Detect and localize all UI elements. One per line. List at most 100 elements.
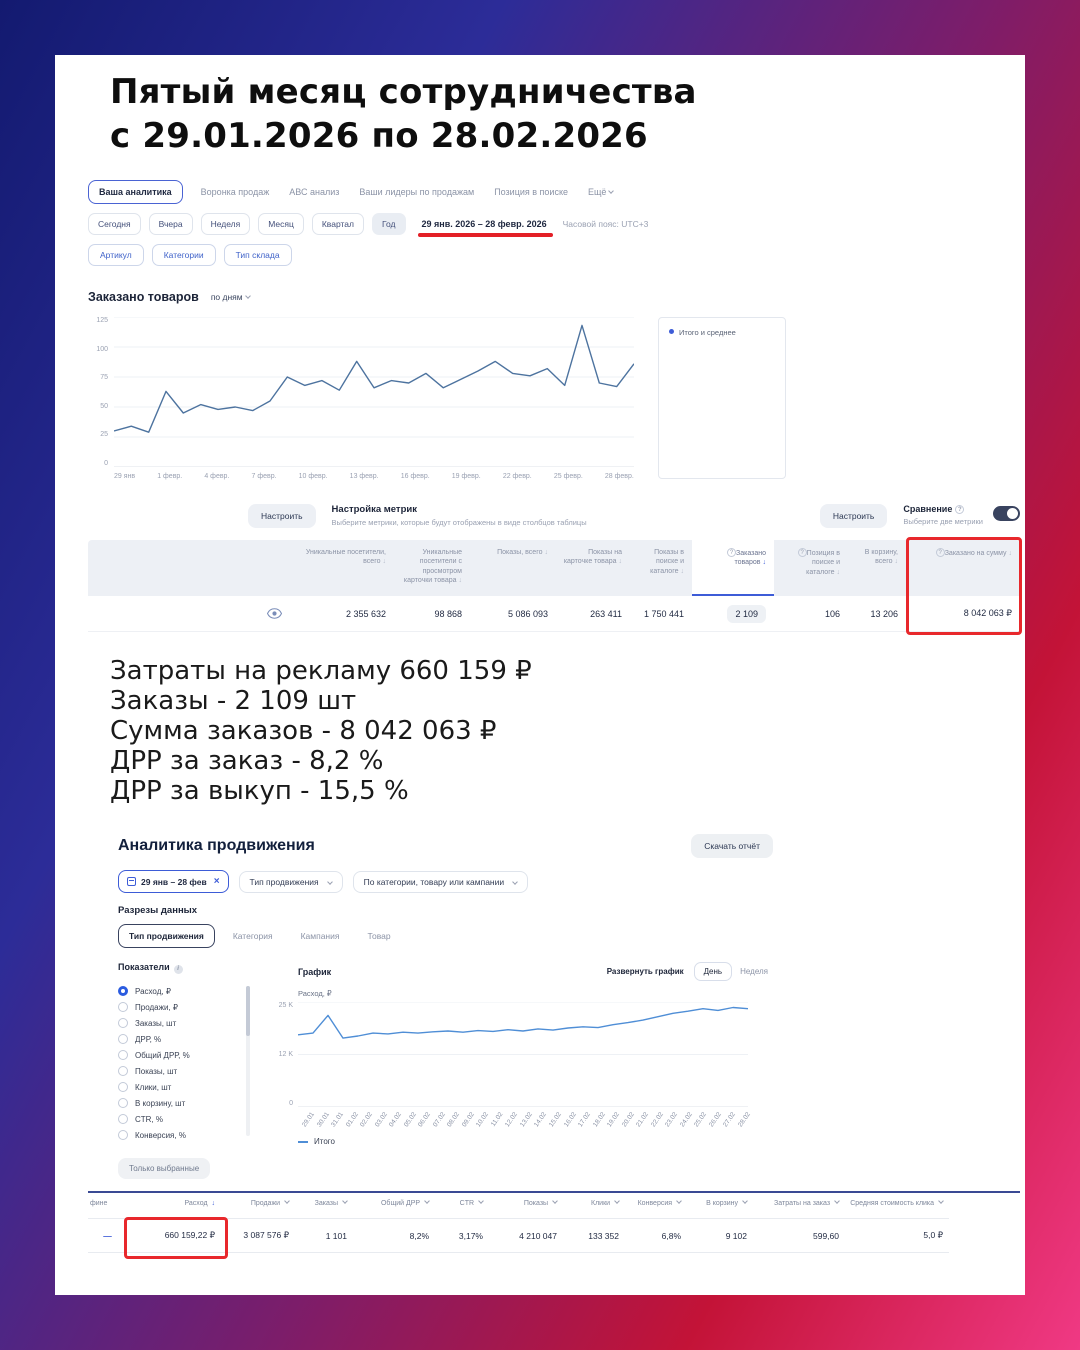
configure-button-right[interactable]: Настроить — [819, 504, 888, 529]
column-header[interactable]: В корзину, всего ↓ — [848, 540, 906, 596]
indicator-option[interactable]: Продажи, ₽ — [118, 999, 274, 1015]
analytics-tab[interactable]: Ваша аналитика — [88, 180, 183, 205]
indicators-panel: Показатели i Расход, ₽ Продажи, ₽ Заказы, ш… — [118, 962, 274, 1146]
download-report-button[interactable]: Скачать отчёт — [691, 834, 773, 859]
analytics-tab[interactable]: Ещё — [586, 181, 615, 203]
summary-line: ДРР за заказ - 8,2 % — [110, 746, 384, 777]
promotion-type-filter[interactable]: Тип продвижения — [238, 870, 343, 893]
column-header[interactable]: Показы в поиске и каталоге ↓ — [630, 540, 692, 596]
help-icon: ? — [935, 548, 945, 558]
column-label: В корзину — [706, 1200, 740, 1208]
column-header[interactable]: Затраты на заказ — [753, 1198, 845, 1208]
analytics-tab[interactable]: Ваши лидеры по продажам — [359, 187, 475, 198]
period-button[interactable]: Сегодня — [88, 213, 141, 236]
configure-button[interactable]: Настроить — [248, 504, 316, 529]
chart-granularity-dropdown[interactable]: по дням — [211, 292, 251, 302]
indicator-option[interactable]: Показы, шт — [118, 1063, 274, 1079]
slice-tab[interactable]: Тип продвижения — [118, 924, 215, 949]
slice-tab[interactable]: Категория — [232, 931, 273, 942]
period-button[interactable]: Квартал — [311, 213, 364, 236]
period-button[interactable]: Вчера — [148, 213, 193, 236]
expand-chart-button[interactable]: Развернуть график — [606, 967, 684, 977]
scrollbar[interactable] — [246, 986, 250, 1137]
category-filter[interactable]: По категории, товару или кампании — [352, 870, 529, 893]
column-header[interactable]: Заказы — [295, 1198, 353, 1208]
indicator-option[interactable]: ДРР, % — [118, 1031, 274, 1047]
chevron-down-icon — [424, 1198, 430, 1204]
indicator-option[interactable]: Конверсия, % — [118, 1127, 274, 1143]
y-axis-label: 12 K — [278, 1051, 293, 1059]
summary-line: Заказы - 2 109 шт — [110, 686, 357, 717]
column-header[interactable]: Уникальные посетители, всего ↓ — [298, 540, 394, 596]
cell-value: 13 206 — [870, 608, 898, 619]
column-header[interactable]: Показы, всего ↓ — [470, 540, 556, 596]
x-tick: 02.02 — [356, 1109, 374, 1135]
indicator-option[interactable]: Заказы, шт — [118, 1015, 274, 1031]
sort-desc-icon: ↓ — [836, 568, 841, 576]
week-toggle[interactable]: Неделя — [740, 967, 768, 977]
column-header[interactable]: Уникальные посетители с просмотром карто… — [394, 540, 470, 596]
comparison-toggle[interactable] — [993, 506, 1020, 522]
period-button[interactable]: Месяц — [258, 213, 304, 236]
date-range-picker[interactable]: 29 янв. 2026 – 28 февр. 2026 — [417, 214, 553, 238]
help-icon: ? — [726, 548, 736, 558]
chevron-down-icon — [608, 188, 615, 194]
data-slices-label: Разрезы данных — [118, 905, 198, 917]
row-expander[interactable]: — — [103, 1230, 112, 1241]
indicator-option[interactable]: Общий ДРР, % — [118, 1047, 274, 1063]
table-cell: 8 042 063 ₽ — [906, 608, 1020, 619]
indicator-option[interactable]: В корзину, шт — [118, 1095, 274, 1111]
sort-desc-icon: ↓ — [458, 577, 463, 585]
radio-icon — [118, 1050, 128, 1061]
column-header[interactable]: Клики — [563, 1198, 625, 1208]
table-top-border — [88, 1191, 1020, 1194]
indicators-label: Показатели i — [118, 962, 274, 975]
analytics-tab[interactable]: Воронка продаж — [200, 187, 270, 198]
sort-desc-icon: ↓ — [544, 549, 549, 557]
chart-legend: Итого — [298, 1137, 1020, 1146]
y-axis-label: 50 — [100, 402, 108, 410]
analytics-tab[interactable]: АВС анализ — [289, 187, 340, 198]
column-header[interactable]: CTR — [435, 1198, 489, 1208]
column-header[interactable]: ? Позиция в поиске и каталоге ↓ — [774, 540, 848, 596]
column-header[interactable]: Общий ДРР — [353, 1198, 435, 1208]
orders-chart-header: Заказано товаров по дням — [88, 290, 1020, 304]
x-tick: 01.02 — [342, 1109, 360, 1135]
column-label: Затраты на заказ — [774, 1200, 832, 1208]
scrollbar-thumb[interactable] — [246, 986, 250, 1037]
chevron-down-icon — [834, 1198, 840, 1204]
indicator-option[interactable]: Клики, шт — [118, 1079, 274, 1095]
eye-icon[interactable] — [266, 608, 283, 619]
column-header[interactable]: ? Заказано товаров ↓ — [692, 540, 774, 597]
x-tick: 05.02 — [400, 1109, 418, 1135]
slice-tab[interactable]: Кампания — [300, 931, 340, 942]
slice-tab[interactable]: Товар — [367, 931, 391, 942]
column-header[interactable]: Конверсия — [625, 1198, 687, 1208]
only-selected-button[interactable]: Только выбранные — [118, 1158, 211, 1180]
y-axis-label: 125 — [96, 317, 108, 325]
indicator-option[interactable]: CTR, % — [118, 1111, 274, 1127]
column-header[interactable]: ? Заказано на сумму ↓ — [906, 540, 1020, 596]
y-axis-label: 25 — [100, 431, 108, 439]
column-header[interactable]: Показы на карточке товара ↓ — [556, 540, 630, 596]
filter-button[interactable]: Тип склада — [223, 244, 292, 267]
title-line1: Пятый месяц сотрудничества — [110, 72, 697, 112]
column-header[interactable]: Средняя стоимость клика — [845, 1198, 949, 1208]
analytics-tab[interactable]: Позиция в поиске — [494, 187, 569, 198]
column-header[interactable]: Расход ↓ — [133, 1199, 221, 1208]
cell-value: 106 — [824, 608, 840, 619]
filter-button[interactable]: Категории — [151, 244, 216, 267]
column-header[interactable]: Продажи — [221, 1198, 295, 1208]
column-header[interactable]: В корзину — [687, 1198, 753, 1208]
period-button[interactable]: Год — [371, 213, 406, 236]
period-button[interactable]: Неделя — [200, 213, 251, 236]
column-label: Уникальные посетители с просмотром карто… — [403, 549, 462, 585]
column-header[interactable]: Показы — [489, 1198, 563, 1208]
cell-value: 8 042 063 ₽ — [963, 608, 1012, 619]
indicator-option[interactable]: Расход, ₽ — [118, 983, 274, 999]
filter-button[interactable]: Артикул — [88, 244, 144, 267]
day-toggle[interactable]: День — [693, 962, 733, 982]
analytics-tabs: Ваша аналитика Воронка продаж АВС анализ Ва… — [88, 180, 1020, 205]
legend-label: Итого и среднее — [679, 328, 736, 338]
date-filter-chip[interactable]: 29 янв – 28 фев × — [118, 870, 229, 894]
